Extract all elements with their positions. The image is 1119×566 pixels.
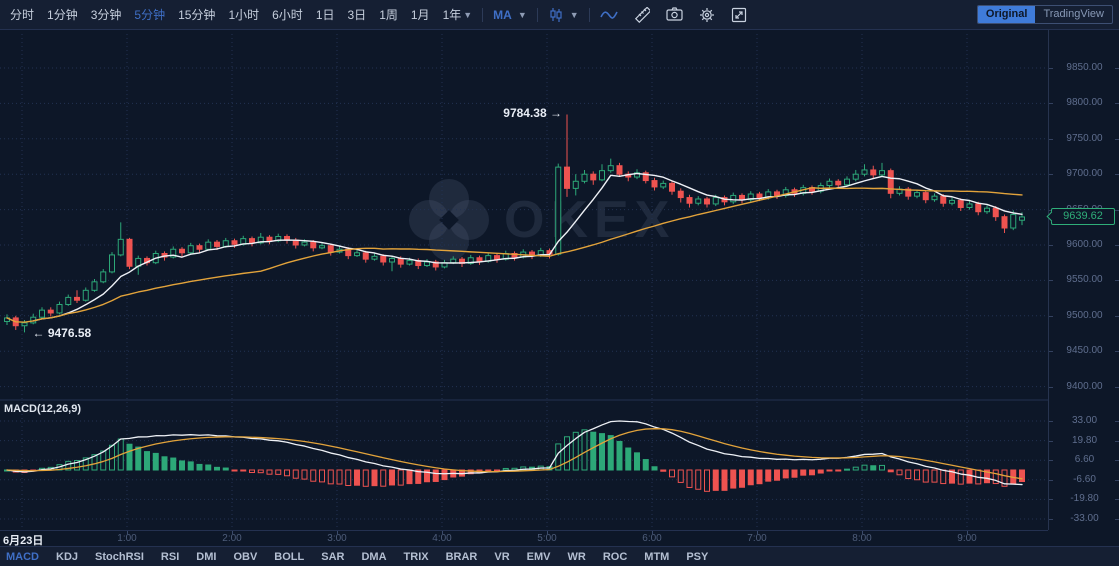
tab-obv[interactable]: OBV [233, 550, 258, 563]
chart-toolbar: 分时 1分钟 3分钟 5分钟 15分钟 1小时 6小时 1日 3日 1周 1月 1年 ▼ MA ▼ ▼ [0, 0, 1119, 30]
price-axis[interactable]: 9639.62 9850.009800.009750.009700.009650… [1046, 30, 1119, 530]
tab-sar[interactable]: SAR [321, 550, 345, 563]
time-tick-label: 8:00 [852, 533, 872, 544]
view-toggle-tradingview[interactable]: TradingView [1043, 8, 1104, 20]
time-tick-label: 6:00 [642, 533, 662, 544]
time-tick-label: 7:00 [747, 533, 767, 544]
timeframe-3日[interactable]: 3日 [347, 8, 367, 22]
time-tick-mark [652, 531, 653, 534]
tab-emv[interactable]: EMV [526, 550, 551, 563]
timeframe-group: 分时 1分钟 3分钟 5分钟 15分钟 1小时 6小时 1日 3日 1周 1月 1年 [10, 6, 461, 23]
price-tick-label: 9500.00 [1049, 310, 1119, 321]
timeframe-1年[interactable]: 1年 [442, 8, 462, 22]
last-price-tag: 9639.62 [1046, 207, 1115, 225]
time-tick-mark [232, 531, 233, 534]
price-tick-label: 9800.00 [1049, 97, 1119, 108]
macd-tick-label: 19.80 [1049, 435, 1119, 446]
price-tick-label: 9550.00 [1049, 274, 1119, 285]
time-tick-mark [757, 531, 758, 534]
time-tick-label: 2:00 [222, 533, 242, 544]
high-price-annotation: 9784.38 → [503, 106, 562, 121]
fullscreen-icon[interactable] [731, 7, 747, 23]
tab-stochrsi[interactable]: StochRSI [95, 550, 144, 563]
tab-dma[interactable]: DMA [361, 550, 387, 563]
price-tag-notch [1046, 211, 1057, 222]
macd-indicator-label: MACD(12,26,9) [4, 403, 82, 415]
date-label: 6月23日 [3, 535, 44, 547]
toolbar-divider [536, 7, 538, 22]
timeframe-more-caret-icon[interactable]: ▼ [463, 9, 473, 20]
timeframe-6小时[interactable]: 6小时 [272, 8, 303, 22]
price-tick-label: 9400.00 [1049, 381, 1119, 392]
tab-dmi[interactable]: DMI [196, 550, 217, 563]
time-tick-label: 3:00 [327, 533, 347, 544]
tab-kdj[interactable]: KDJ [56, 550, 79, 563]
price-tick-label: 9600.00 [1049, 239, 1119, 250]
price-tick-label: 9450.00 [1049, 345, 1119, 356]
time-tick-label: 1:00 [117, 533, 137, 544]
toolbar-divider [482, 7, 484, 22]
time-axis[interactable]: 6月23日 1:00 2:00 3:00 4:00 5:00 6:00 7:00 8:00 9:… [0, 530, 1048, 547]
indicator-tabs-bar: MACD KDJ StochRSI RSI DMI OBV BOLL SAR DMA TRIX BR… [0, 546, 1119, 566]
timeframe-1日[interactable]: 1日 [315, 8, 335, 22]
price-tick-label: 9750.00 [1049, 133, 1119, 144]
timeframe-1小时[interactable]: 1小时 [228, 8, 260, 22]
price-tick-label: 9850.00 [1049, 62, 1119, 73]
ma-indicator-dropdown[interactable]: MA ▼ [493, 8, 527, 22]
candlestick-icon [548, 7, 564, 23]
macd-tick-label: 33.00 [1049, 415, 1119, 426]
low-price-annotation: ← 9476.58 [32, 326, 92, 341]
timeframe-1月[interactable]: 1月 [410, 8, 430, 22]
tab-trix[interactable]: TRIX [403, 550, 429, 563]
tab-roc[interactable]: ROC [602, 550, 628, 563]
tab-rsi[interactable]: RSI [160, 550, 180, 563]
tab-wr[interactable]: WR [567, 550, 586, 563]
macd-tick-label: -33.00 [1049, 513, 1119, 524]
tab-vr[interactable]: VR [494, 550, 510, 563]
time-tick-label: 9:00 [957, 533, 977, 544]
toolbar-divider [588, 7, 590, 22]
line-chart-icon[interactable] [599, 8, 618, 22]
camera-icon[interactable] [666, 7, 683, 22]
tab-psy[interactable]: PSY [686, 550, 709, 563]
view-toggle-original[interactable]: Original [977, 6, 1036, 23]
tab-macd[interactable]: MACD [6, 550, 39, 563]
time-tick-mark [862, 531, 863, 534]
chart-style-dropdown[interactable]: ▼ [548, 7, 579, 23]
timeframe-1分钟[interactable]: 1分钟 [47, 8, 78, 22]
macd-tick-label: -6.60 [1049, 474, 1119, 485]
timeframe-1周[interactable]: 1周 [379, 8, 398, 22]
time-tick-label: 5:00 [537, 533, 557, 544]
measure-icon[interactable] [634, 6, 650, 23]
settings-icon[interactable] [699, 7, 715, 23]
tab-brar[interactable]: BRAR [445, 550, 478, 563]
timeframe-分时[interactable]: 分时 [10, 8, 35, 22]
chart-canvas[interactable] [0, 30, 1048, 530]
chart-style-caret-icon: ▼ [569, 9, 579, 20]
time-tick-mark [967, 531, 968, 534]
timeframe-3分钟[interactable]: 3分钟 [90, 8, 122, 22]
time-tick-label: 4:00 [432, 533, 452, 544]
time-tick-mark [442, 531, 443, 534]
ma-label: MA [493, 7, 512, 22]
macd-tick-label: 6.60 [1049, 454, 1119, 465]
time-tick-mark [547, 531, 548, 534]
macd-tick-label: -19.80 [1049, 493, 1119, 504]
chart-view-toggle: Original TradingView [976, 5, 1113, 24]
tab-mtm[interactable]: MTM [644, 550, 670, 563]
tab-boll[interactable]: BOLL [274, 550, 305, 563]
ma-caret-icon: ▼ [517, 9, 527, 20]
timeframe-5分钟[interactable]: 5分钟 [134, 8, 166, 22]
price-tick-label: 9700.00 [1049, 168, 1119, 179]
timeframe-15分钟[interactable]: 15分钟 [178, 8, 216, 22]
time-tick-mark [337, 531, 338, 534]
time-tick-mark [127, 531, 128, 534]
